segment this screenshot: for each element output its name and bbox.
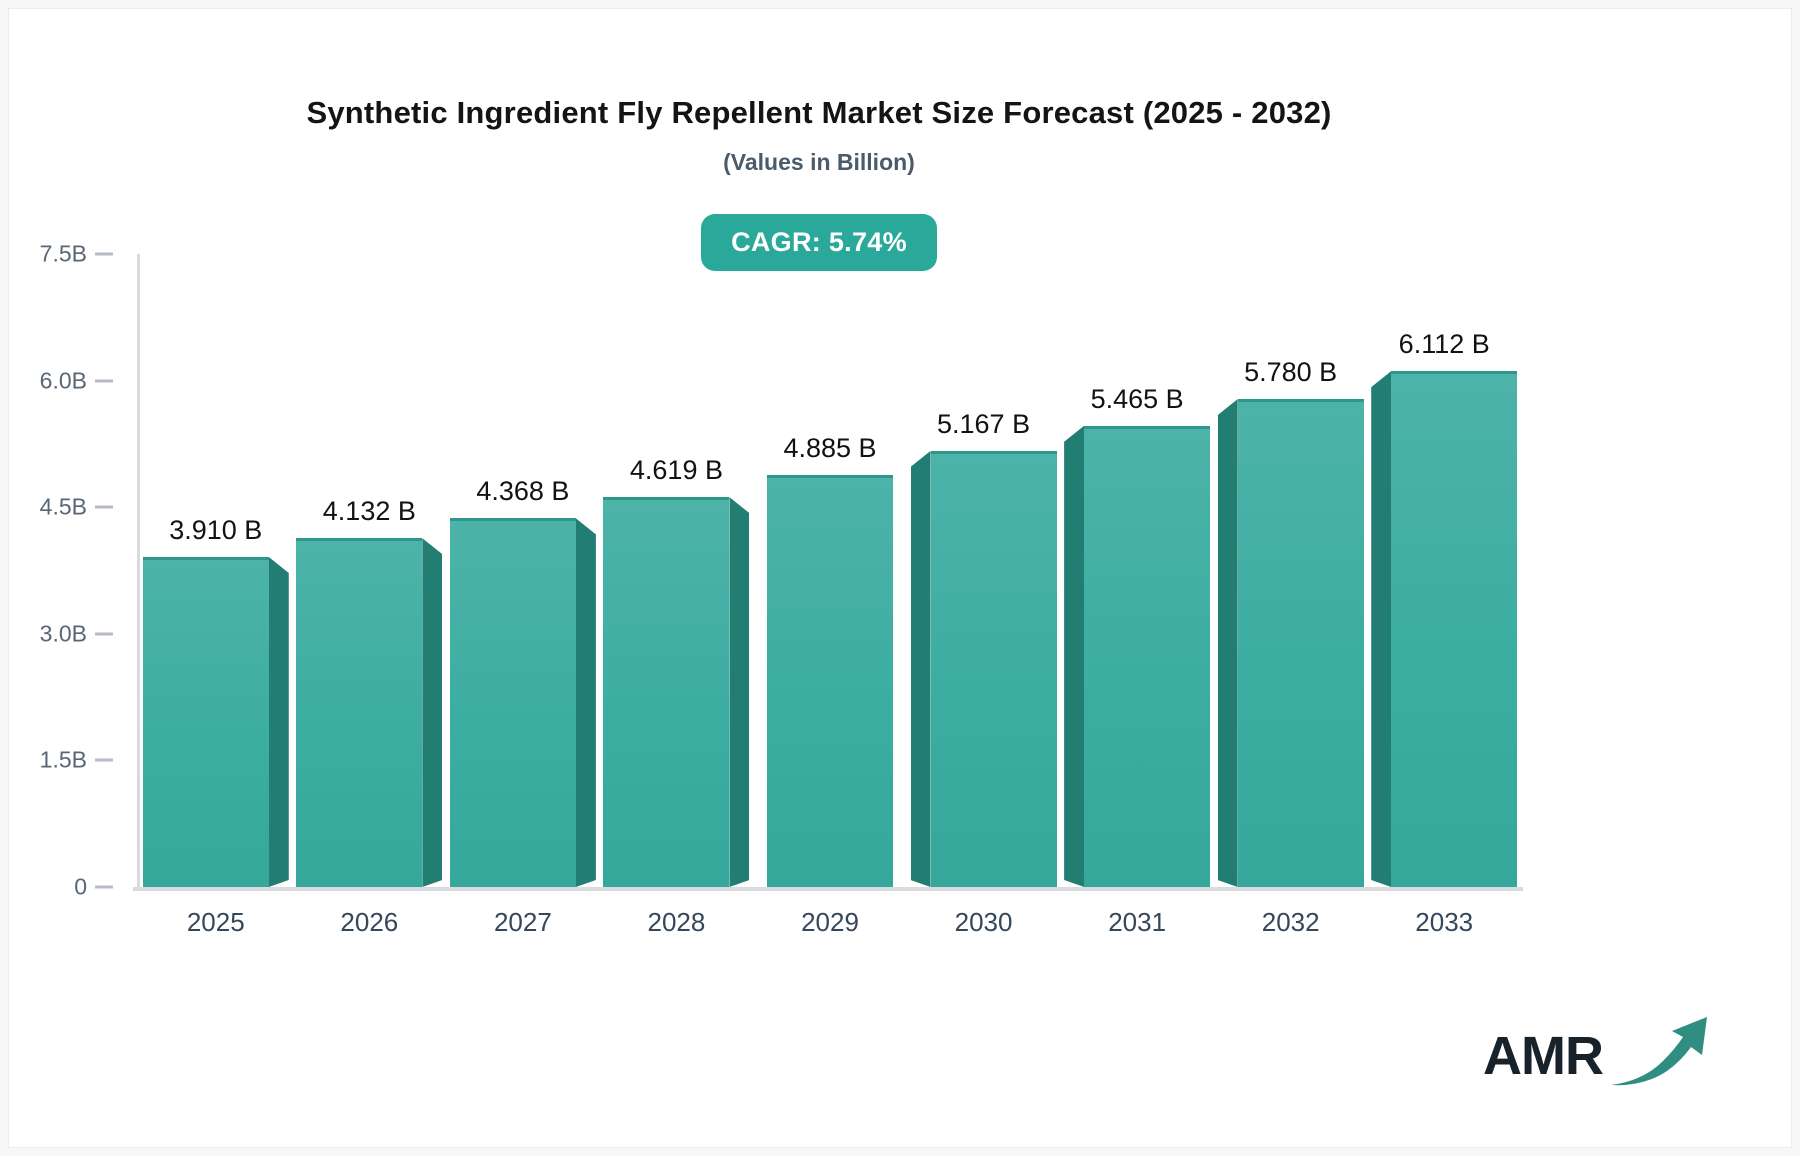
y-axis-tick <box>95 632 113 636</box>
bar-value-label: 5.465 B <box>1090 383 1184 414</box>
y-axis-tick-label: 7.5B <box>39 240 87 267</box>
bar-value-label: 3.910 B <box>169 514 263 545</box>
bar-3d-side <box>911 451 931 887</box>
y-axis-tick <box>95 885 113 889</box>
y-axis-tick-label: 4.5B <box>39 493 87 520</box>
bar <box>142 556 269 887</box>
amr-logo: AMR <box>1483 1015 1713 1095</box>
bar-value-label: 4.132 B <box>322 496 416 527</box>
x-axis-category-label: 2028 <box>647 907 706 937</box>
chart-card: Synthetic Ingredient Fly Repellent Marke… <box>8 8 1792 1148</box>
y-axis-tick <box>95 505 113 509</box>
bar <box>767 474 893 887</box>
chart-subtitle: (Values in Billion) <box>723 149 915 175</box>
bar-value-label: 4.368 B <box>476 476 570 507</box>
bar-3d-side <box>1371 371 1391 887</box>
bar-3d-side <box>269 557 289 887</box>
x-axis-category-label: 2026 <box>340 907 399 937</box>
bar-value-label: 6.112 B <box>1398 329 1490 360</box>
bar <box>449 518 576 887</box>
bar-value-label: 5.780 B <box>1244 357 1338 388</box>
x-axis-category-label: 2033 <box>1415 907 1474 937</box>
bar-value-label: 4.885 B <box>783 432 877 463</box>
x-axis-category-label: 2032 <box>1261 907 1320 937</box>
y-axis-tick-label: 6.0B <box>39 367 87 394</box>
x-axis-category-label: 2029 <box>801 907 859 937</box>
bar-3d-side <box>729 497 749 887</box>
bar <box>1084 425 1211 887</box>
bar <box>1237 399 1364 887</box>
bar-value-label: 4.619 B <box>629 455 723 486</box>
bar-3d-side <box>576 518 596 887</box>
y-axis-tick-label: 0 <box>74 873 87 900</box>
y-axis-tick-label: 3.0B <box>39 620 87 647</box>
y-axis-line <box>137 254 140 889</box>
cagr-badge: CAGR: 5.74% <box>701 214 937 271</box>
plot-area: 0 1.5B 3.0B 4.5B 6.0B 7.5B 3.910 B 2025 4.132 B 2… <box>40 241 1523 937</box>
amr-logo-text: AMR <box>1483 1026 1604 1086</box>
chart-title: Synthetic Ingredient Fly Repellent Marke… <box>306 95 1332 130</box>
y-axis-tick-label: 1.5B <box>39 746 87 773</box>
bar <box>603 497 730 887</box>
x-axis-category-label: 2031 <box>1108 907 1167 937</box>
x-axis-category-label: 2025 <box>186 907 245 937</box>
y-axis-tick <box>95 252 113 256</box>
x-axis-category-label: 2027 <box>493 907 552 937</box>
y-axis-tick <box>95 379 113 383</box>
y-axis-tick <box>95 758 113 762</box>
bar-3d-side <box>1064 426 1084 887</box>
bar <box>1391 371 1518 887</box>
chart-header: Synthetic Ingredient Fly Repellent Marke… <box>9 9 1629 271</box>
bar-3d-side <box>1218 399 1238 887</box>
bar <box>296 538 423 887</box>
bar-value-label: 5.167 B <box>937 408 1031 439</box>
x-axis-baseline <box>133 887 1523 891</box>
amr-logo-arrow-icon <box>1611 1017 1707 1086</box>
x-axis-category-label: 2030 <box>954 907 1013 937</box>
bar-3d-side <box>422 538 442 887</box>
bar <box>930 450 1057 887</box>
